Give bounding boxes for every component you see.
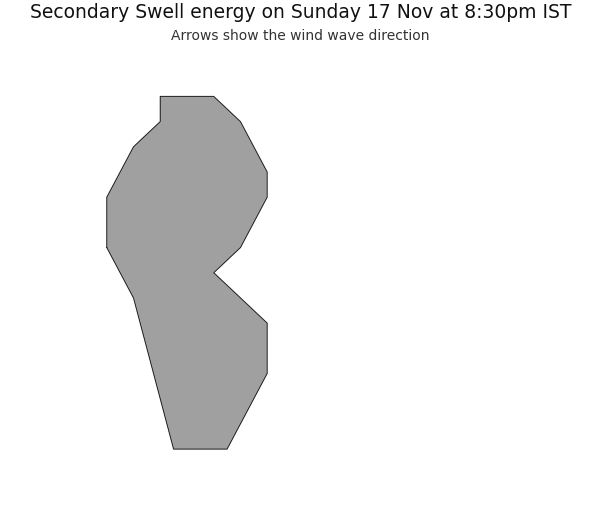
Text: Secondary Swell energy on Sunday 17 Nov at 8:30pm IST: Secondary Swell energy on Sunday 17 Nov … (30, 4, 571, 23)
Text: Arrows show the wind wave direction: Arrows show the wind wave direction (171, 29, 430, 43)
Polygon shape (107, 96, 267, 449)
